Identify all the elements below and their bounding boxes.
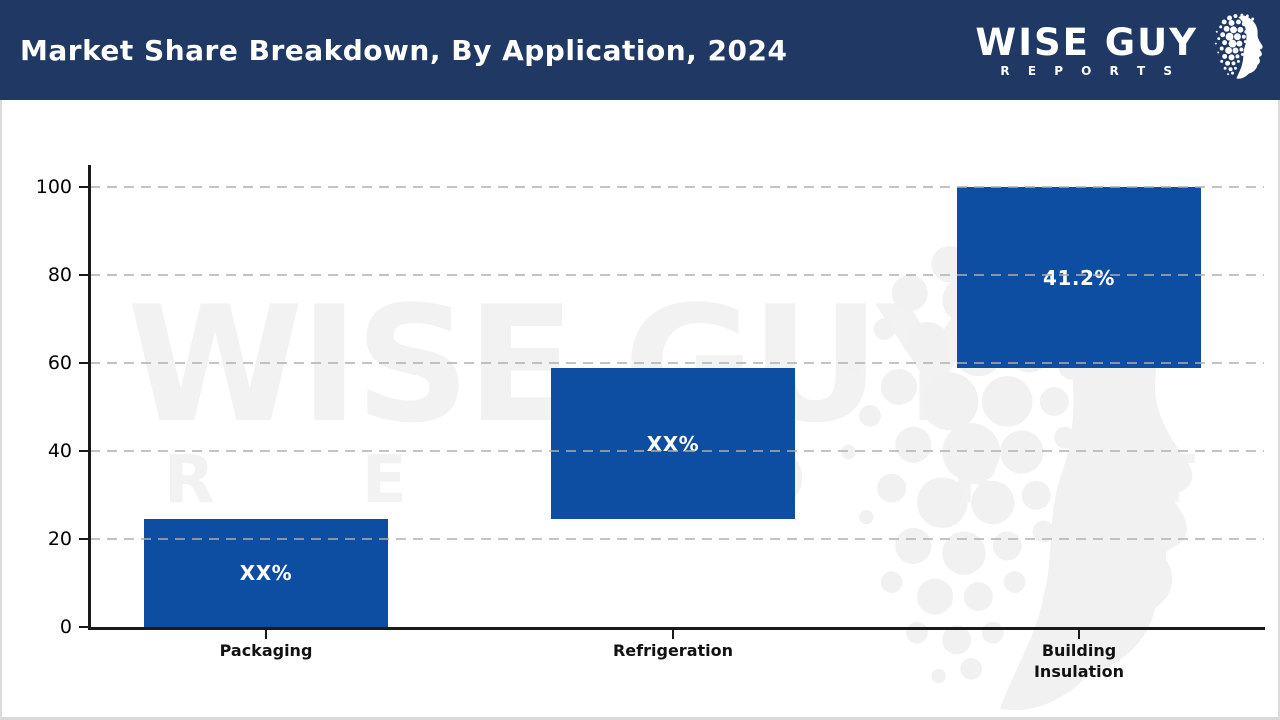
y-tick-60 xyxy=(79,362,89,364)
dotted-face-icon xyxy=(1214,13,1263,79)
bar-packaging: XX% xyxy=(144,519,388,627)
chart-title: Market Share Breakdown, By Application, … xyxy=(20,33,788,67)
bar-value-label-packaging: XX% xyxy=(239,561,293,586)
y-axis-line xyxy=(88,165,91,630)
y-tick-label-100: 100 xyxy=(35,176,72,198)
x-tick-packaging xyxy=(265,630,267,639)
gridline-40 xyxy=(90,450,1264,452)
plot-area: XX% XX% 41.2% 0 20 40 60 80 100 Packaging Refriger… xyxy=(2,100,1278,717)
logo-subtitle: R E P O R T S xyxy=(1000,63,1179,78)
x-tick-refrigeration xyxy=(672,630,674,639)
wise-guy-logo: WISE GUY R E P O R T S xyxy=(975,13,1266,87)
y-tick-label-0: 0 xyxy=(59,616,72,638)
bar-refrigeration: XX% xyxy=(551,368,795,520)
y-tick-label-80: 80 xyxy=(47,264,72,286)
y-tick-100 xyxy=(79,186,89,188)
chart-region: WISE GUY R E P O R T S XX%XX%41.2%020406… xyxy=(0,100,1280,720)
gridline-100 xyxy=(90,186,1264,188)
y-tick-80 xyxy=(79,274,89,276)
gridline-80 xyxy=(90,274,1264,276)
x-tick-building-insulation xyxy=(1078,630,1080,639)
y-tick-0 xyxy=(79,626,89,628)
y-tick-label-40: 40 xyxy=(47,440,72,462)
x-axis-line xyxy=(88,627,1265,630)
y-tick-40 xyxy=(79,450,89,452)
bar-value-label-refrigeration: XX% xyxy=(646,431,700,456)
y-tick-label-60: 60 xyxy=(47,352,72,374)
header-bar: Market Share Breakdown, By Application, … xyxy=(0,0,1280,100)
y-tick-label-20: 20 xyxy=(47,528,72,550)
bar-value-label-building-insulation: 41.2% xyxy=(1043,265,1115,290)
category-label-packaging: Packaging xyxy=(219,641,313,660)
gridline-60 xyxy=(90,362,1264,364)
y-tick-20 xyxy=(79,538,89,540)
category-label-refrigeration: Refrigeration xyxy=(612,641,733,660)
logo-text: WISE GUY R E P O R T S xyxy=(975,24,1198,77)
bar-building-insulation: 41.2% xyxy=(957,187,1201,369)
logo-wordmark: WISE GUY xyxy=(975,20,1198,64)
gridline-20 xyxy=(90,538,1264,540)
category-label-building-insulation: Building Insulation xyxy=(1033,641,1125,681)
